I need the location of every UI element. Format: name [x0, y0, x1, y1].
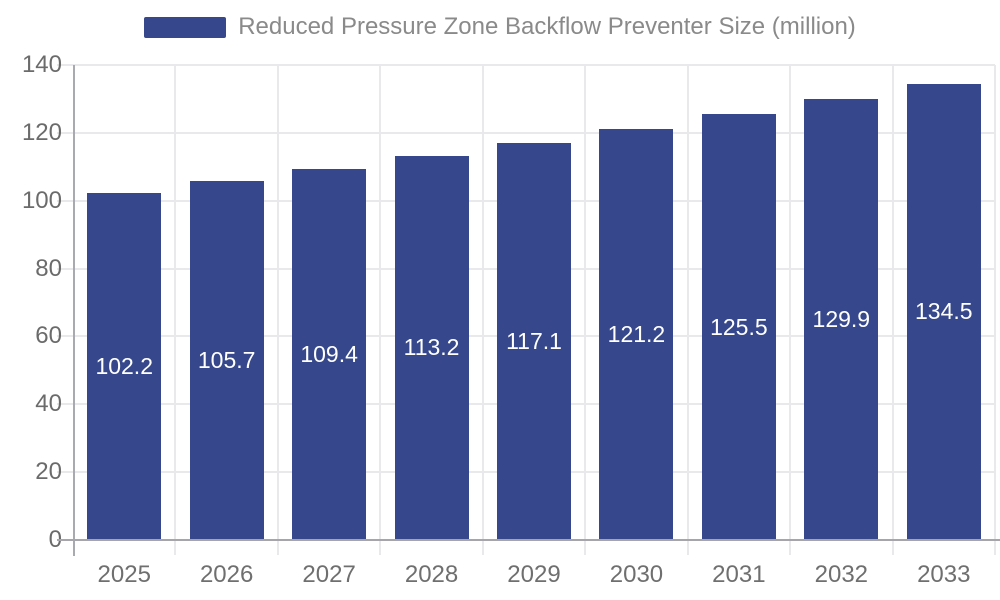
gridline-x-8 [891, 65, 894, 555]
bar-2033[interactable]: 134.5 [906, 83, 981, 540]
bar-value-label-2027: 109.4 [300, 340, 358, 367]
gridline-y-140 [57, 64, 995, 66]
bar-2025[interactable]: 102.2 [87, 193, 162, 540]
gridline-x-9 [994, 65, 996, 555]
x-tick-label-2026: 2026 [199, 561, 254, 588]
x-axis-line [57, 539, 1000, 541]
x-tick-label-2027: 2027 [302, 561, 356, 588]
gridline-x-3 [379, 65, 382, 555]
bar-2028[interactable]: 113.2 [394, 155, 469, 540]
bar-value-label-2030: 121.2 [607, 320, 666, 347]
y-tick-label-20: 20 [35, 458, 62, 486]
x-tick-label-2031: 2031 [712, 561, 766, 588]
gridline-x-1 [174, 65, 177, 555]
gridline-y-120 [57, 131, 995, 134]
bar-2029[interactable]: 117.1 [497, 142, 571, 540]
x-tick-label-2025: 2025 [97, 561, 151, 588]
gridline-x-6 [686, 65, 689, 555]
bar-value-label-2029: 117.1 [506, 327, 562, 354]
y-tick-label-100: 100 [21, 186, 62, 214]
bar-2026[interactable]: 105.7 [189, 181, 264, 540]
bar-2032[interactable]: 129.9 [804, 99, 879, 540]
bar-value-label-2028: 113.2 [403, 334, 460, 361]
legend-swatch [144, 16, 227, 38]
bar-2031[interactable]: 125.5 [701, 114, 776, 540]
bar-2030[interactable]: 121.2 [599, 128, 674, 540]
legend-label: Reduced Pressure Zone Backflow Preventer… [238, 13, 856, 40]
gridline-x-2 [276, 65, 279, 555]
y-tick-label-80: 80 [35, 254, 62, 282]
plot-area: 102.2 2025 105.7 2026 109.4 2027 113.2 2028 117.… [57, 64, 1000, 588]
x-tick-label-2033: 2033 [917, 561, 971, 588]
y-tick-label-60: 60 [35, 322, 62, 350]
x-tick-label-2028: 2028 [404, 561, 459, 588]
bar-2027[interactable]: 109.4 [292, 168, 367, 540]
legend-item[interactable]: Reduced Pressure Zone Backflow Preventer… [0, 13, 1000, 41]
y-tick-label-40: 40 [35, 390, 62, 418]
bar-value-label-2032: 129.9 [812, 306, 871, 333]
bar-value-label-2025: 102.2 [95, 353, 153, 380]
x-tick-label-2032: 2032 [814, 561, 869, 588]
gridline-x-7 [789, 65, 792, 555]
gridline-x-4 [481, 65, 484, 555]
bar-value-label-2026: 105.7 [197, 347, 256, 374]
y-tick-label-140: 140 [21, 51, 62, 78]
y-axis-line [73, 65, 75, 556]
bar-value-label-2033: 134.5 [914, 298, 973, 325]
x-tick-label-2030: 2030 [609, 561, 664, 588]
bar-value-label-2031: 125.5 [710, 313, 768, 340]
x-tick-label-2029: 2029 [507, 561, 561, 588]
y-tick-label-0: 0 [48, 526, 62, 553]
gridline-x-5 [584, 65, 587, 555]
y-tick-label-120: 120 [21, 118, 62, 146]
